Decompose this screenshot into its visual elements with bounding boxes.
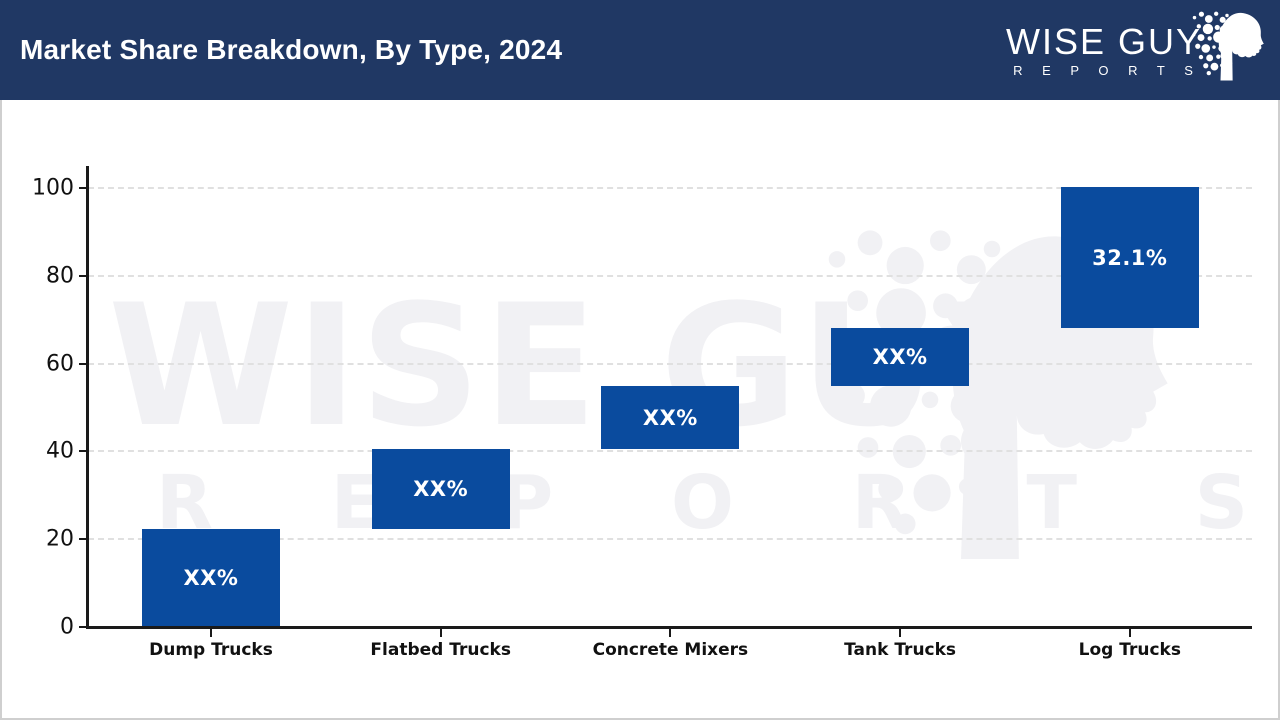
gridline-y20 — [88, 538, 1252, 541]
x-tick-mark — [899, 629, 902, 637]
y-tick-mark — [79, 538, 87, 541]
page-title: Market Share Breakdown, By Type, 2024 — [20, 34, 563, 65]
x-tick-label: Flatbed Trucks — [370, 640, 511, 660]
logo-subtitle: R E P O R T S — [1013, 62, 1201, 78]
header-bar: Market Share Breakdown, By Type, 2024 WI… — [0, 0, 1280, 100]
gridline-y60 — [88, 362, 1252, 365]
y-tick-label: 100 — [32, 175, 74, 201]
y-tick-mark — [79, 362, 87, 365]
bar-value-label: XX% — [872, 345, 928, 369]
x-tick-mark — [669, 629, 672, 637]
x-tick-label: Concrete Mixers — [592, 640, 749, 660]
y-tick-mark — [79, 626, 87, 628]
x-tick-label: Tank Trucks — [844, 640, 957, 660]
y-tick-mark — [79, 187, 87, 189]
bar-concrete-mixers: XX% — [601, 385, 740, 450]
y-tick-label: 20 — [46, 526, 74, 552]
bar-dump-trucks: XX% — [142, 528, 280, 627]
waterfall-chart: 0 20 40 60 80 100 XX% Dump Trucks XX% Flatbed… — [0, 100, 1280, 716]
wise-guy-logo: WISE GUY R E P O R T S — [1006, 11, 1266, 89]
logo-wordmark: WISE GUY — [1005, 20, 1202, 62]
logo-face-icon — [1192, 11, 1264, 81]
x-tick-mark — [210, 629, 212, 637]
x-tick-label: Dump Trucks — [149, 640, 273, 660]
bar-value-label: XX% — [642, 405, 698, 430]
x-tick-mark — [1128, 629, 1131, 637]
gridline-y40 — [88, 450, 1252, 453]
y-tick-label: 40 — [46, 438, 74, 464]
bar-value-label: 32.1% — [1092, 245, 1168, 270]
gridline-y80 — [88, 274, 1252, 277]
y-tick-label: 60 — [46, 351, 74, 377]
y-axis-spine — [86, 166, 89, 629]
bar-tank-trucks: XX% — [831, 328, 970, 386]
y-tick-mark — [79, 450, 87, 453]
x-tick-mark — [439, 629, 442, 637]
gridline-y100 — [88, 187, 1252, 189]
y-tick-label: 0 — [60, 614, 74, 640]
x-tick-label: Log Trucks — [1078, 640, 1181, 660]
bar-log-trucks: 32.1% — [1060, 187, 1199, 329]
y-tick-label: 80 — [46, 263, 74, 289]
bar-value-label: XX% — [183, 565, 239, 590]
bar-flatbed-trucks: XX% — [371, 449, 510, 529]
logo-text: WISE GUY R E P O R T S — [1005, 20, 1202, 78]
y-tick-mark — [79, 274, 87, 277]
x-axis-spine — [86, 626, 1252, 629]
bar-value-label: XX% — [413, 476, 469, 501]
